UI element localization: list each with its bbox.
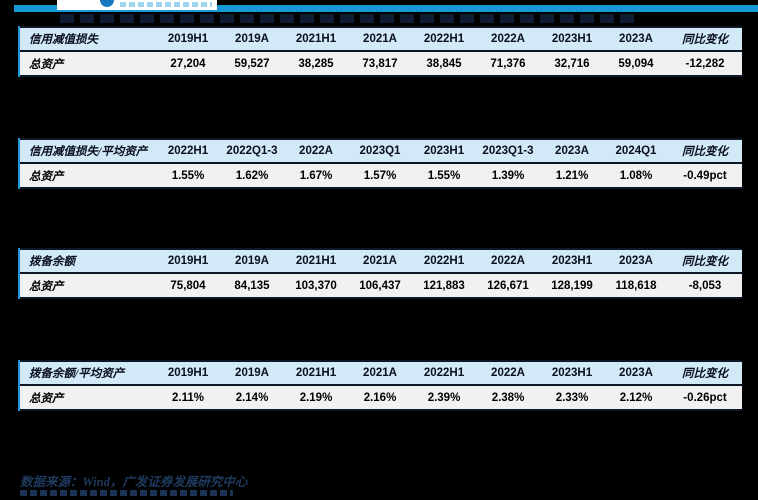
column-header: 2022H1 (167, 145, 209, 157)
table-title-cell: 信用减值损失 (29, 34, 98, 46)
logo-box (57, 0, 217, 10)
cell-value: 128,199 (551, 279, 593, 292)
table-row: 总资产 75,804 84,135 103,370 106,437 121,883 126,… (20, 273, 742, 298)
table-title-cell: 信用减值损失/平均资产 (29, 146, 148, 158)
cell-value: -12,282 (685, 57, 725, 70)
cell-value: 2.19% (299, 391, 333, 404)
column-header: 2019H1 (167, 255, 209, 267)
row-label: 总资产 (29, 280, 64, 293)
cell-value: -8,053 (688, 279, 722, 292)
cell-value: 1.67% (299, 169, 333, 182)
table-provision-balance: 拨备余额 2019H1 2019A 2021H1 2021A 2022H1 2022A 202… (18, 248, 742, 299)
masthead-title-strip (60, 14, 640, 23)
table-row: 总资产 2.11% 2.14% 2.19% 2.16% 2.39% 2.38% 2.33% 2.… (20, 385, 742, 410)
cell-value: 126,671 (487, 279, 529, 292)
data-source-note: 数据来源：Wind，广发证券发展研究中心 (20, 475, 248, 489)
cell-value: 59,094 (618, 57, 654, 70)
table-title-cell: 拨备余额/平均资产 (29, 368, 125, 380)
column-header: 2022A (299, 145, 333, 157)
column-header: 2021A (363, 367, 397, 379)
column-header: 同比变化 (682, 368, 728, 380)
column-header: 2021H1 (295, 367, 337, 379)
cell-value: -0.26pct (683, 391, 727, 404)
footer-fineprint-strip (20, 490, 233, 496)
cell-value: 38,845 (426, 57, 462, 70)
cell-value: 71,376 (490, 57, 526, 70)
cell-value: 1.08% (619, 169, 653, 182)
table-provision-balance-over-avg-assets: 拨备余额/平均资产 2019H1 2019A 2021H1 2021A 2022H1 202… (18, 360, 742, 411)
row-label: 总资产 (29, 170, 64, 183)
cell-value: 1.57% (363, 169, 397, 182)
table-row: 总资产 27,204 59,527 38,285 73,817 38,845 71,376 3… (20, 51, 742, 76)
column-header: 2022A (491, 367, 525, 379)
column-header: 2023H1 (551, 33, 593, 45)
column-header: 2022H1 (423, 255, 465, 267)
cell-value: 59,527 (234, 57, 270, 70)
brand-text-placeholder (120, 2, 212, 7)
cell-value: 32,716 (554, 57, 590, 70)
cell-value: 1.55% (427, 169, 461, 182)
cell-value: 1.55% (171, 169, 205, 182)
table-title-cell: 拨备余额 (29, 256, 75, 268)
table-credit-impairment-loss-over-avg-assets: 信用减值损失/平均资产 2022H1 2022Q1-3 2022A 2023Q1 2023… (18, 138, 742, 189)
column-header: 2023A (555, 145, 589, 157)
column-header: 2023Q1 (359, 145, 401, 157)
cell-value: 1.39% (491, 169, 525, 182)
column-header: 2019H1 (167, 367, 209, 379)
column-header: 2023H1 (551, 255, 593, 267)
column-header: 2022A (491, 255, 525, 267)
column-header: 2019A (235, 255, 269, 267)
column-header: 2022A (491, 33, 525, 45)
top-accent-bar (14, 5, 758, 12)
cell-value: 2.39% (427, 391, 461, 404)
column-header: 2023Q1-3 (482, 145, 534, 157)
row-label: 总资产 (29, 58, 64, 71)
row-label: 总资产 (29, 392, 64, 405)
cell-value: 118,618 (615, 279, 657, 292)
column-header: 同比变化 (682, 34, 728, 46)
column-header: 2022Q1-3 (226, 145, 278, 157)
cell-value: 2.12% (619, 391, 653, 404)
column-header: 2019H1 (167, 33, 209, 45)
column-header: 2021H1 (295, 33, 337, 45)
column-header: 2022H1 (423, 33, 465, 45)
cell-value: 2.14% (235, 391, 269, 404)
cell-value: 75,804 (170, 279, 206, 292)
column-header: 2019A (235, 367, 269, 379)
column-header: 2023A (619, 367, 653, 379)
cell-value: 38,285 (298, 57, 334, 70)
cell-value: 1.62% (235, 169, 269, 182)
column-header: 同比变化 (682, 146, 728, 158)
column-header: 2023H1 (551, 367, 593, 379)
column-header: 2023A (619, 255, 653, 267)
cell-value: 2.38% (491, 391, 525, 404)
cell-value: 106,437 (359, 279, 401, 292)
column-header: 2021H1 (295, 255, 337, 267)
cell-value: 103,370 (295, 279, 337, 292)
table-row: 总资产 1.55% 1.62% 1.67% 1.57% 1.55% 1.39% 1.21% 1.… (20, 163, 742, 188)
column-header: 同比变化 (682, 256, 728, 268)
cell-value: 121,883 (423, 279, 465, 292)
cell-value: 84,135 (234, 279, 270, 292)
cell-value: 73,817 (362, 57, 398, 70)
cell-value: -0.49pct (683, 169, 727, 182)
column-header: 2023A (619, 33, 653, 45)
cell-value: 2.16% (363, 391, 397, 404)
column-header: 2024Q1 (615, 145, 657, 157)
cell-value: 1.21% (555, 169, 589, 182)
column-header: 2019A (235, 33, 269, 45)
table-credit-impairment-loss: 信用减值损失 2019H1 2019A 2021H1 2021A 2022H1 2022A 2… (18, 26, 742, 77)
column-header: 2023H1 (423, 145, 465, 157)
cell-value: 2.33% (555, 391, 589, 404)
column-header: 2022H1 (423, 367, 465, 379)
brand-logo-icon (100, 0, 114, 7)
column-header: 2021A (363, 255, 397, 267)
column-header: 2021A (363, 33, 397, 45)
cell-value: 27,204 (170, 57, 206, 70)
cell-value: 2.11% (172, 391, 204, 404)
